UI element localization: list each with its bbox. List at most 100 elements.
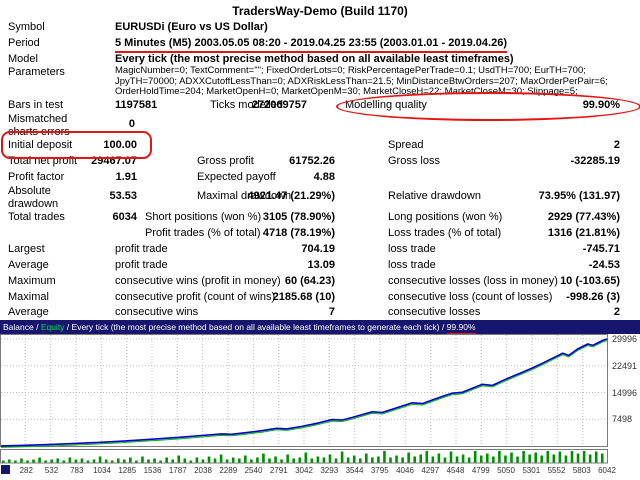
x-axis-label: 3544 — [345, 466, 364, 475]
page-title: TradersWay-Demo (Build 1170) — [232, 4, 408, 18]
report-label: consecutive losses (loss in money) — [388, 275, 558, 287]
volume-histogram — [0, 449, 608, 464]
x-axis-label: 4548 — [446, 466, 465, 475]
report-label: Model — [8, 53, 38, 65]
x-axis-label: 2038 — [194, 466, 212, 475]
report-value: 704.19 — [301, 243, 335, 255]
report-row: Profit factor 1.91 Expected payoff 4.88 — [0, 171, 640, 184]
x-axis-label: 2289 — [219, 466, 238, 475]
report-label: Bars in test — [8, 99, 64, 111]
report-value: 5 Minutes (M5) 2003.05.05 08:20 - 2019.0… — [115, 37, 507, 53]
y-axis-label: 14996 — [612, 388, 638, 398]
report-label: loss trade — [388, 259, 436, 271]
x-axis-label: 4046 — [396, 466, 414, 475]
y-axis-label: 22491 — [612, 361, 638, 371]
report-value: EURUSDi (Euro vs US Dollar) — [115, 21, 268, 33]
report-value: 4.88 — [313, 171, 335, 183]
report-label: Maximal — [8, 291, 49, 303]
x-axis-label: 5552 — [547, 466, 566, 475]
x-axis-label: 3795 — [370, 466, 389, 475]
report-value: 2 — [613, 306, 620, 318]
report-value: 1197581 — [115, 99, 158, 111]
report-label: Maximal drawdown — [197, 190, 292, 202]
x-axis-label: 783 — [70, 466, 84, 475]
report-label: Initial deposit — [8, 139, 73, 151]
report-label: profit trade — [115, 259, 168, 271]
report-label: Profit trades (% of total) — [145, 227, 261, 239]
y-axis-label: 29996 — [612, 334, 638, 344]
report-row: Parameters MagicNumber=0; TextComment="";… — [0, 65, 640, 96]
report-row: Initial deposit 100.00 Spread 2 — [0, 139, 640, 152]
report-value: -24.53 — [588, 259, 620, 271]
report-row: Largest profit trade 704.19 loss trade -745.… — [0, 243, 640, 256]
x-axis-label: 4297 — [421, 466, 440, 475]
report-value: 13.09 — [307, 259, 335, 271]
annotation-modelling-quality-circle — [336, 92, 640, 121]
x-axis-label: 1034 — [93, 466, 111, 475]
report-row: Model Every tick (the most precise method… — [0, 53, 640, 66]
x-axis-label: 1787 — [168, 466, 187, 475]
report-value: 1.91 — [115, 171, 137, 183]
report-value: -32285.19 — [570, 155, 620, 167]
report-label: Gross loss — [388, 155, 440, 167]
report-label: consecutive loss (count of losses) — [388, 291, 553, 303]
report-label: Maximum — [8, 275, 56, 287]
legend-model-note: Every tick (the most precise method base… — [71, 322, 440, 332]
report-label: consecutive profit (count of wins) — [115, 291, 276, 303]
report-value: 1316 (21.81%) — [547, 227, 620, 239]
x-axis-label: 5050 — [497, 466, 515, 475]
legend-balance: Balance — [3, 322, 34, 332]
report-value: 2185.68 (10) — [272, 291, 335, 303]
report-label: Average — [8, 306, 49, 318]
x-axis-label: 532 — [44, 466, 59, 475]
balance-equity-chart — [0, 334, 608, 448]
x-axis-label: 5301 — [522, 466, 541, 475]
report-label: Total trades — [8, 211, 65, 223]
report-value: 60 (64.23) — [284, 275, 335, 287]
report-row: Absolute drawdown 53.53 Maximal drawdown 49… — [0, 185, 640, 210]
report-label: consecutive wins (profit in money) — [115, 275, 281, 287]
report-row: Maximal consecutive profit (count of wins… — [0, 291, 640, 304]
report-value: 3105 (78.90%) — [262, 211, 335, 223]
report-value: Every tick (the most precise method base… — [115, 53, 514, 65]
report-label: consecutive losses — [388, 306, 481, 318]
report-label: Largest — [8, 243, 45, 255]
report-row: Profit trades (% of total) 4718 (78.19%) L… — [0, 227, 640, 240]
report-value: 4718 (78.19%) — [262, 227, 335, 239]
report-label: Period — [8, 37, 40, 49]
report-label: Symbol — [8, 21, 45, 33]
annotation-initial-deposit-box — [1, 131, 152, 159]
report-label: Expected payoff — [197, 171, 276, 183]
report-value: 4921.47 (21.29%) — [247, 190, 335, 202]
report-value: 6034 — [112, 211, 137, 223]
chart-legend-bar: Balance / Equity / Every tick (the most … — [0, 320, 640, 334]
x-axis-label: 282 — [19, 466, 33, 475]
report-label: loss trade — [388, 243, 436, 255]
report-label: Average — [8, 259, 49, 271]
report-label: Long positions (won %) — [388, 211, 503, 223]
legend-modelling-quality: 99.90% — [446, 322, 476, 334]
report-value: 272069757 — [251, 99, 307, 111]
report-row: Average profit trade 13.09 loss trade -24.53 — [0, 259, 640, 272]
report-row: Total trades 6034 Short positions (won %) 3… — [0, 211, 640, 224]
x-axis-label: 4799 — [471, 466, 490, 475]
report-label: Loss trades (% of total) — [388, 227, 502, 239]
report-row: Symbol EURUSDi (Euro vs US Dollar) — [0, 21, 640, 34]
report-row: Period 5 Minutes (M5) 2003.05.05 08:20 - … — [0, 37, 640, 53]
x-axis-label: 1536 — [143, 466, 162, 475]
report-label: consecutive wins — [115, 306, 199, 318]
x-axis-label: 2791 — [269, 466, 288, 475]
report-label: Profit factor — [8, 171, 65, 183]
x-axis-label: 6042 — [598, 466, 616, 475]
report-value: 61752.26 — [289, 155, 335, 167]
report-row: Maximum consecutive wins (profit in money… — [0, 275, 640, 288]
report-value: 2929 (77.43%) — [547, 211, 620, 223]
report-value: -998.26 (3) — [566, 291, 620, 303]
report-value: 0 — [128, 118, 135, 130]
report-value: 53.53 — [109, 190, 137, 202]
report-label: Short positions (won %) — [145, 211, 262, 223]
legend-separator: / — [439, 322, 447, 332]
legend-equity: Equity — [40, 322, 65, 332]
x-axis-label: 5803 — [572, 466, 591, 475]
report-value: 2 — [613, 139, 620, 151]
